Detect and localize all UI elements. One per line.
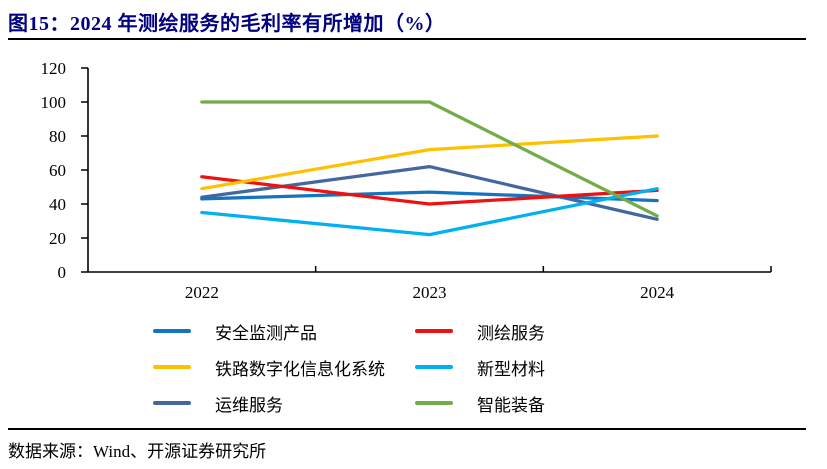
series-line-1 xyxy=(200,175,659,206)
legend-label: 安全监测产品 xyxy=(215,323,317,343)
legend-swatch xyxy=(153,401,191,405)
title-divider xyxy=(8,38,806,40)
y-tick-label: 80 xyxy=(49,127,66,146)
legend-label: 铁路数字化信息化系统 xyxy=(215,359,385,379)
y-tick-label: 40 xyxy=(49,195,66,214)
legend-item: 铁路数字化信息化系统 xyxy=(153,355,415,380)
legend-swatch xyxy=(415,365,453,369)
legend-label: 智能装备 xyxy=(477,395,545,415)
y-tick-label: 60 xyxy=(49,161,66,180)
series-line-0 xyxy=(200,190,659,203)
legend-item: 智能装备 xyxy=(415,391,745,416)
legend-swatch xyxy=(153,365,191,369)
legend-label: 新型材料 xyxy=(477,359,545,379)
x-tick-label: 2022 xyxy=(185,283,219,302)
line-chart: 0 20 40 60 80 100 120 2022 2023 2024 xyxy=(41,59,772,302)
x-tick-label: 2023 xyxy=(413,283,447,302)
source-text: 数据来源：Wind、开源证券研究所 xyxy=(8,442,267,461)
legend-swatch xyxy=(415,329,453,333)
series-line-2 xyxy=(200,134,659,191)
source-divider xyxy=(8,428,806,430)
legend-label: 测绘服务 xyxy=(477,323,545,343)
legend-item: 测绘服务 xyxy=(415,319,745,344)
y-tick-label: 100 xyxy=(41,93,67,112)
series-line-3 xyxy=(200,187,659,237)
y-tick-label: 0 xyxy=(58,263,67,282)
figure-title: 图15：2024 年测绘服务的毛利率有所增加（%） xyxy=(8,13,446,35)
x-tick-label: 2024 xyxy=(640,283,675,302)
legend-item: 安全监测产品 xyxy=(153,319,415,344)
y-tick-label: 20 xyxy=(49,229,66,248)
series-line-5 xyxy=(200,100,659,218)
legend-item: 运维服务 xyxy=(153,391,415,416)
legend-label: 运维服务 xyxy=(215,395,283,415)
legend-swatch xyxy=(153,329,191,333)
legend-item: 新型材料 xyxy=(415,355,745,380)
y-tick-label: 120 xyxy=(41,59,67,78)
legend-swatch xyxy=(415,401,453,405)
chart-legend: 安全监测产品 测绘服务铁路数字化信息化系统 新型材料运维服务 智能装备 xyxy=(153,313,745,421)
